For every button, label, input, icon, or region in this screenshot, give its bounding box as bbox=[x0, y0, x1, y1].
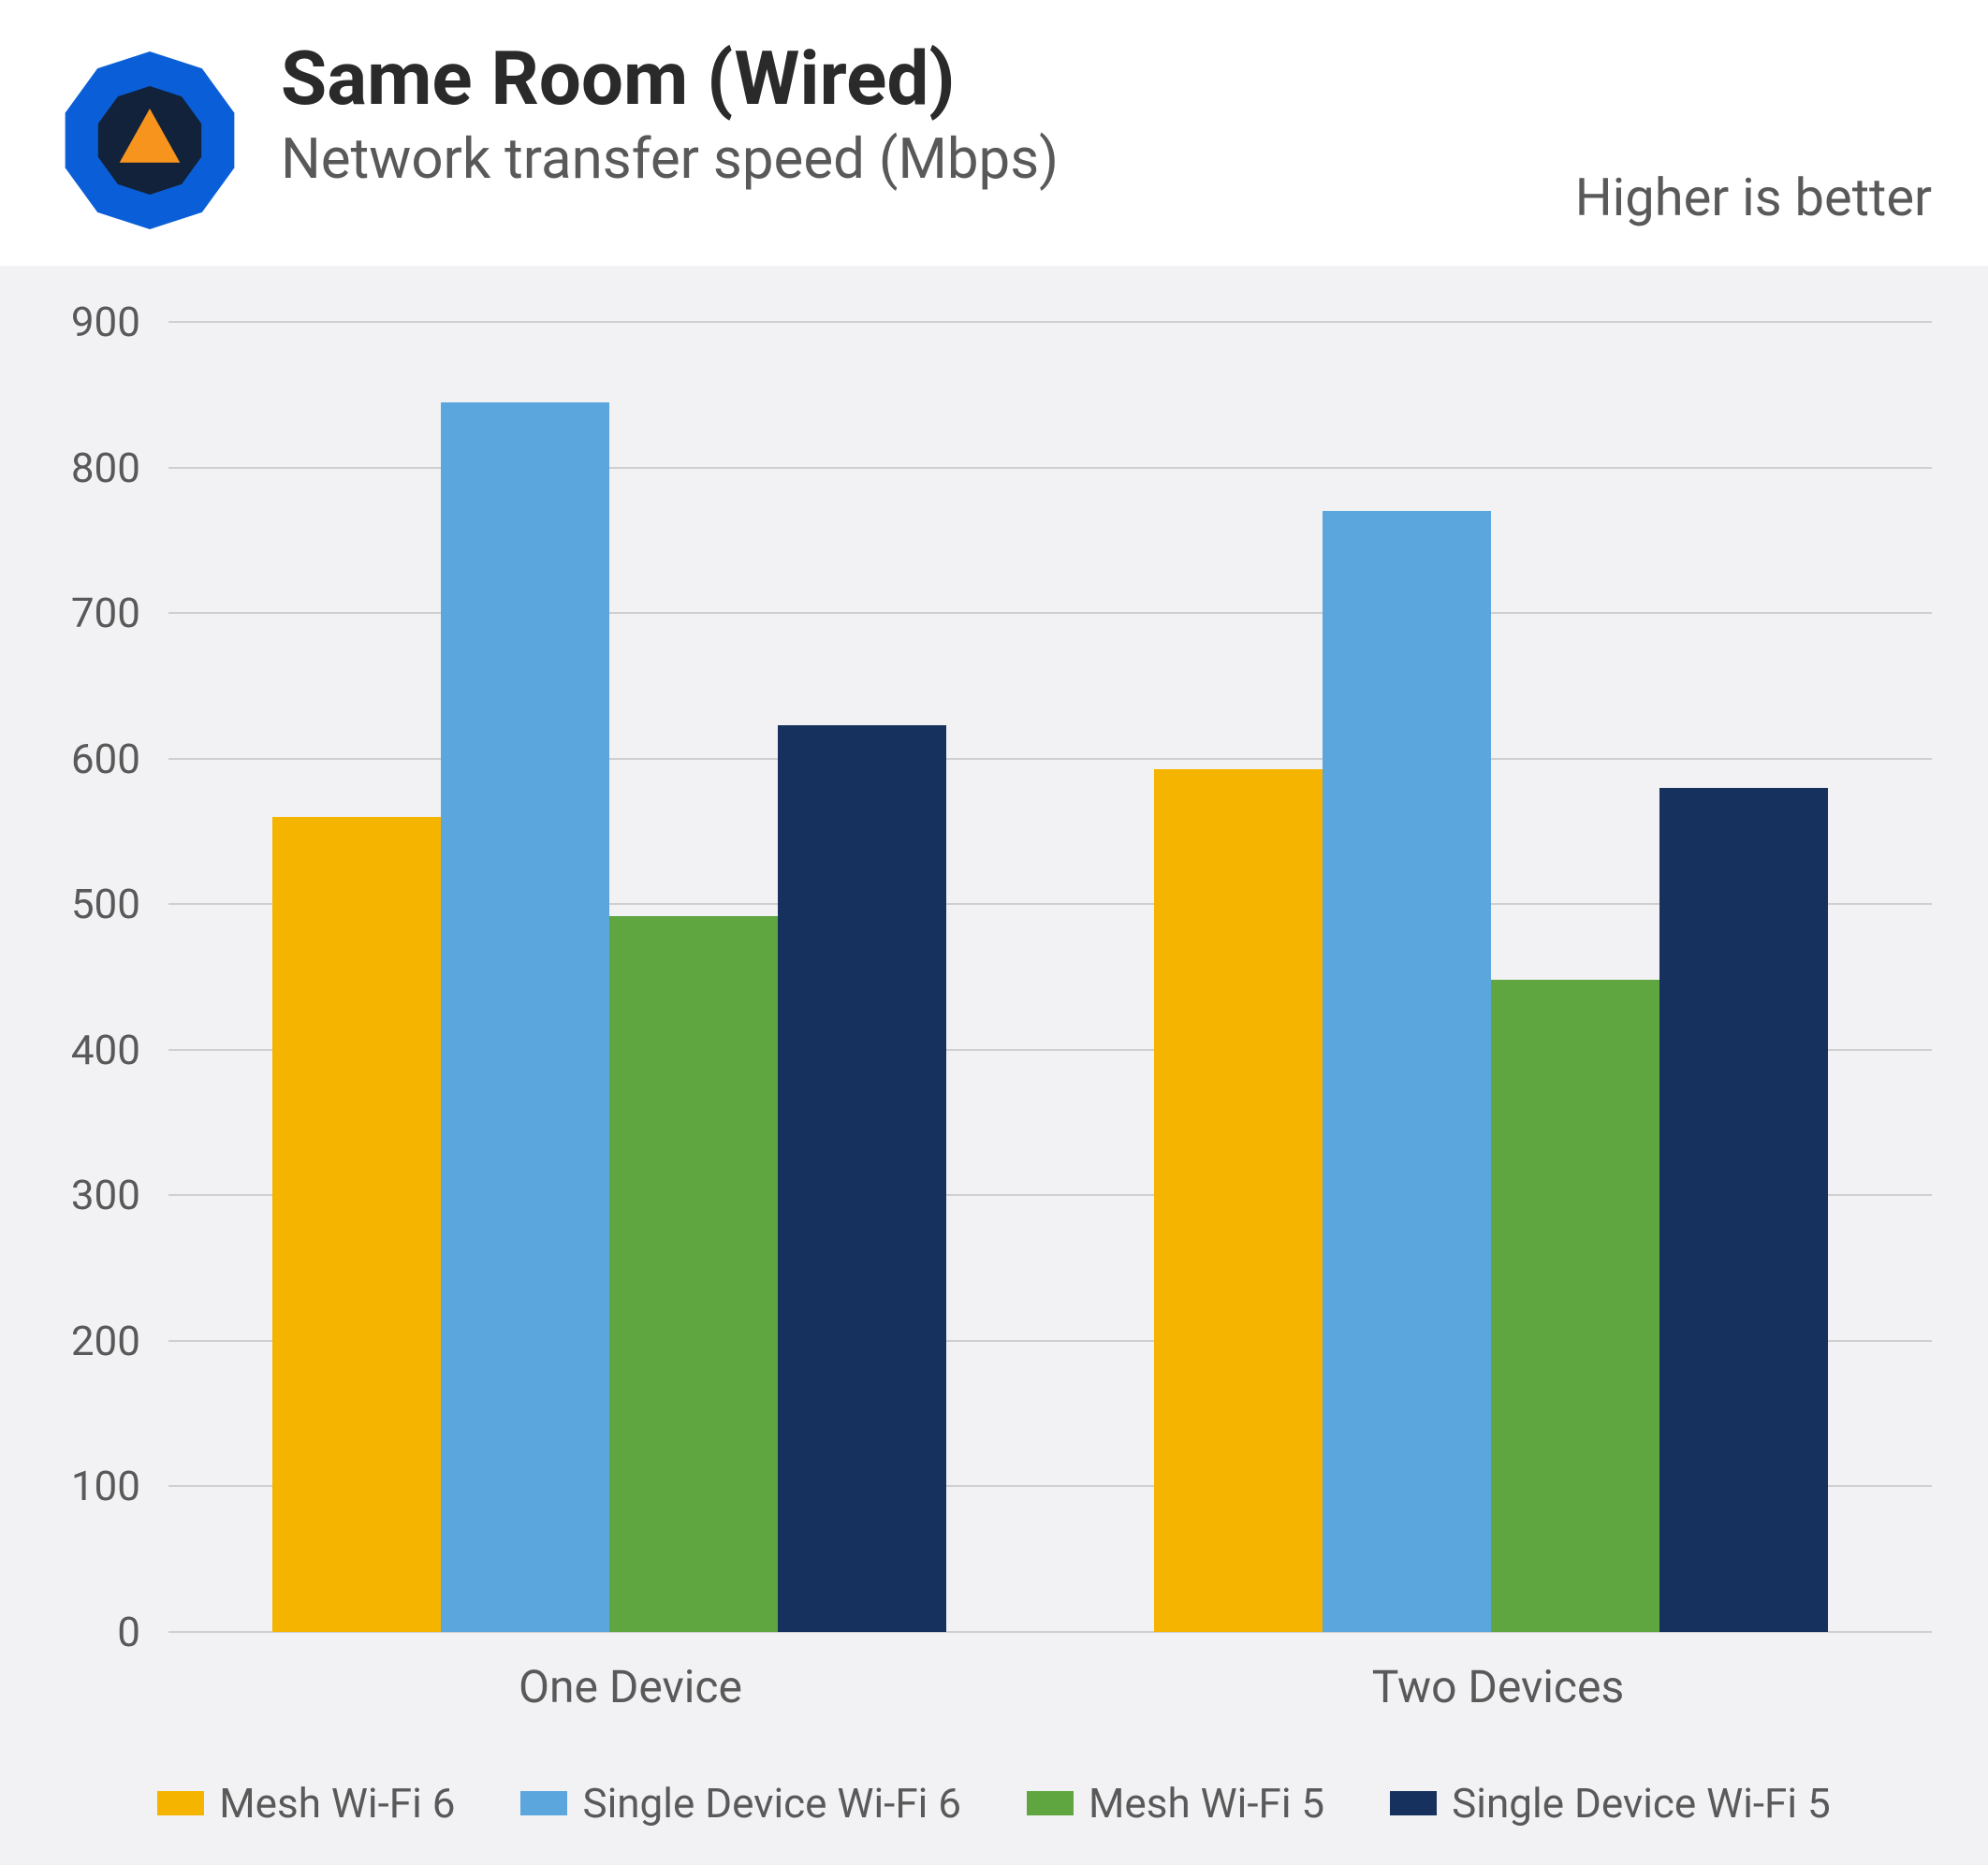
bar bbox=[272, 817, 441, 1632]
chart-area: 9008007006005004003002001000 One DeviceT… bbox=[0, 266, 1988, 1865]
bar bbox=[1491, 980, 1659, 1632]
bar bbox=[1659, 788, 1828, 1632]
chart-title: Same Room (Wired) bbox=[281, 37, 1575, 120]
legend-item: Mesh Wi-Fi 5 bbox=[1027, 1779, 1324, 1828]
legend-label: Mesh Wi-Fi 6 bbox=[219, 1779, 455, 1828]
legend-item: Single Device Wi-Fi 6 bbox=[520, 1779, 961, 1828]
chart-header: Same Room (Wired) Network transfer speed… bbox=[0, 0, 1988, 266]
legend-item: Single Device Wi-Fi 5 bbox=[1390, 1779, 1831, 1828]
chart-subtitle: Network transfer speed (Mbps) bbox=[281, 125, 1575, 192]
bar bbox=[1323, 511, 1491, 1632]
legend: Mesh Wi-Fi 6 Single Device Wi-Fi 6 Mesh Wi… bbox=[56, 1779, 1932, 1828]
legend-item: Mesh Wi-Fi 6 bbox=[157, 1779, 455, 1828]
legend-label: Mesh Wi-Fi 5 bbox=[1089, 1779, 1324, 1828]
legend-swatch bbox=[1027, 1791, 1074, 1815]
legend-swatch bbox=[157, 1791, 204, 1815]
bar bbox=[1154, 769, 1323, 1632]
bar bbox=[778, 725, 946, 1632]
plot-wrap: 9008007006005004003002001000 bbox=[56, 322, 1932, 1632]
bar-group bbox=[168, 322, 1050, 1632]
brand-logo-icon bbox=[56, 47, 243, 238]
legend-swatch bbox=[520, 1791, 567, 1815]
x-label: Two Devices bbox=[1064, 1660, 1932, 1713]
legend-swatch bbox=[1390, 1791, 1437, 1815]
legend-label: Single Device Wi-Fi 6 bbox=[582, 1779, 961, 1828]
plot bbox=[168, 322, 1932, 1632]
x-label: One Device bbox=[197, 1660, 1064, 1713]
bar bbox=[441, 402, 609, 1632]
chart-annotation: Higher is better bbox=[1575, 167, 1932, 238]
legend-label: Single Device Wi-Fi 5 bbox=[1452, 1779, 1831, 1828]
bar bbox=[609, 916, 778, 1632]
title-block: Same Room (Wired) Network transfer speed… bbox=[281, 37, 1575, 192]
x-axis: One DeviceTwo Devices bbox=[197, 1660, 1932, 1713]
bar-groups bbox=[168, 322, 1932, 1632]
bar-group bbox=[1050, 322, 1932, 1632]
y-axis: 9008007006005004003002001000 bbox=[56, 322, 168, 1632]
